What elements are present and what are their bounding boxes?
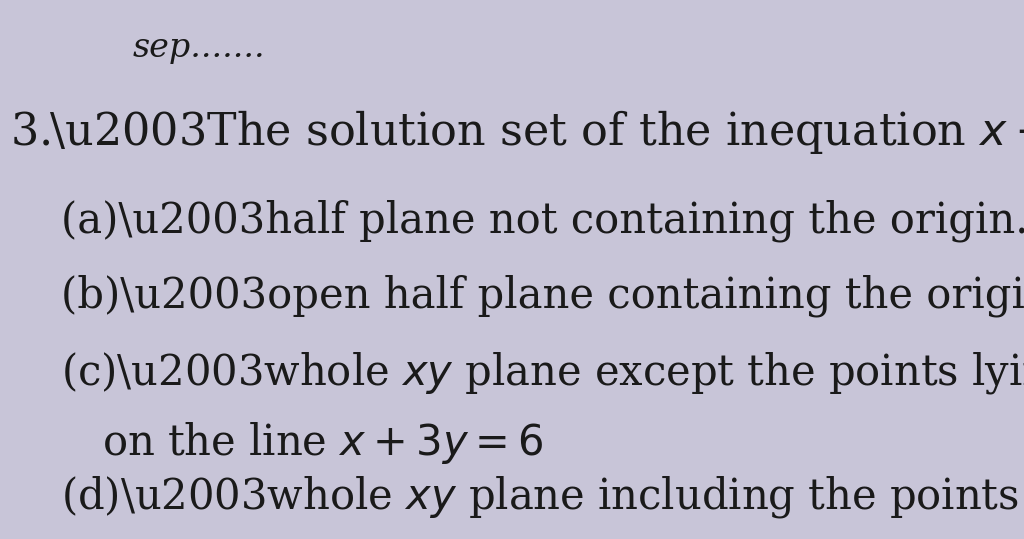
Text: (a)\u2003half plane not containing the origin.: (a)\u2003half plane not containing the o… <box>61 199 1024 242</box>
Text: on the line $x + 3y = 6$: on the line $x + 3y = 6$ <box>102 420 544 466</box>
Text: (b)\u2003open half plane containing the origin.: (b)\u2003open half plane containing the … <box>61 275 1024 317</box>
Text: 3.\u2003The solution set of the inequation $x + 3y \geq 6$: 3.\u2003The solution set of the inequati… <box>10 108 1024 156</box>
Text: (d)\u2003whole $xy$ plane including the points lying: (d)\u2003whole $xy$ plane including the … <box>61 474 1024 520</box>
Text: sep.......: sep....... <box>133 32 266 64</box>
Text: (c)\u2003whole $xy$ plane except the points lying: (c)\u2003whole $xy$ plane except the poi… <box>61 350 1024 396</box>
